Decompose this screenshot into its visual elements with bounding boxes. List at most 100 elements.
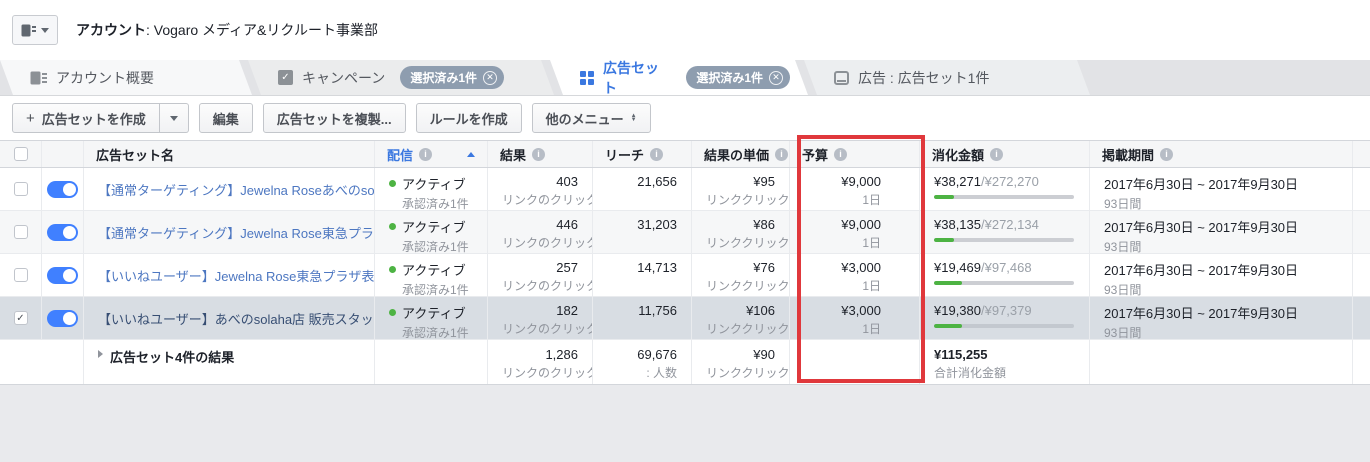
- info-icon[interactable]: i: [419, 147, 433, 161]
- more-menu-button[interactable]: 他のメニュー ▲ ▼: [531, 103, 651, 133]
- header-results[interactable]: 結果 i: [488, 141, 593, 167]
- status-text: アクティブ: [402, 177, 466, 192]
- badge-close-icon[interactable]: ✕: [483, 71, 497, 85]
- row-checkbox[interactable]: [13, 225, 28, 239]
- info-icon[interactable]: i: [834, 147, 848, 161]
- header-schedule[interactable]: 掲載期間 i: [1090, 141, 1353, 167]
- budget-sub: 1日: [862, 193, 881, 207]
- results-sub: リンクのクリック: [502, 236, 593, 250]
- create-adset-button[interactable]: + 広告セットを作成: [12, 103, 160, 133]
- reach-value: 14,713: [637, 260, 677, 275]
- adset-name-link[interactable]: 【通常ターゲティング】Jewelna Roseあべのsol...: [98, 182, 375, 198]
- sort-ascending-icon[interactable]: [467, 151, 475, 157]
- cost-sub: リンククリック...: [706, 236, 790, 250]
- header-spacer: [1353, 141, 1370, 167]
- header-spent[interactable]: 消化金額 i: [920, 141, 1090, 167]
- row-checkbox[interactable]: [13, 311, 28, 325]
- spent-total: /¥97,468: [981, 260, 1032, 275]
- caret-down-icon: [41, 27, 49, 33]
- status-toggle[interactable]: [47, 266, 78, 284]
- info-icon[interactable]: i: [650, 147, 664, 161]
- results-value: 182: [556, 303, 578, 318]
- account-selector-button[interactable]: [12, 15, 58, 45]
- toggle-cell: [42, 168, 84, 210]
- row-checkbox[interactable]: [13, 182, 28, 196]
- table-row: 【いいねユーザー】Jewelna Rose東急プラザ表... アクティブ 承認済…: [0, 254, 1370, 297]
- header-delivery[interactable]: 配信 i: [375, 141, 488, 167]
- summary-spent-sub: 合計消化金額: [934, 366, 1007, 380]
- duplicate-adset-button[interactable]: 広告セットを複製...: [262, 103, 406, 133]
- tab-ads[interactable]: 広告 : 広告セット1件: [804, 60, 1090, 95]
- budget-value: ¥3,000: [841, 260, 881, 275]
- adset-name-link[interactable]: 【いいねユーザー】あべのsolaha店 販売スタッフ: [98, 311, 375, 327]
- spend-progress-bar: [934, 238, 1074, 242]
- create-rule-button[interactable]: ルールを作成: [415, 103, 522, 133]
- results-sub: リンクのクリック: [502, 279, 593, 293]
- header-cost-per-result[interactable]: 結果の単価 i: [692, 141, 790, 167]
- header-label: 掲載期間: [1102, 147, 1155, 163]
- adsets-table: 広告セット名 配信 i 結果 i リーチ i 結果の単価 i 予算 i 消化金額 i 掲載期…: [0, 140, 1370, 385]
- caret-down-icon: [169, 115, 178, 121]
- spacer-cell: [1353, 168, 1370, 210]
- header-label: 消化金額: [932, 147, 985, 163]
- row-checkbox[interactable]: [13, 268, 28, 282]
- cost-cell: ¥76 リンククリック...: [692, 254, 790, 296]
- adset-name-cell: 【通常ターゲティング】Jewelna Roseあべのsol...: [84, 168, 375, 210]
- budget-sub: 1日: [862, 279, 881, 293]
- info-icon[interactable]: i: [990, 147, 1004, 161]
- tab-account-overview[interactable]: アカウント概要: [0, 60, 252, 95]
- select-all-checkbox[interactable]: [13, 147, 28, 161]
- header-adset-name[interactable]: 広告セット名: [84, 141, 375, 167]
- cost-value: ¥106: [746, 303, 775, 318]
- edit-button[interactable]: 編集: [198, 103, 253, 133]
- results-sub: リンクのクリック: [502, 322, 593, 336]
- tab-ad-sets[interactable]: 広告セット 選択済み1件 ✕: [550, 60, 808, 95]
- checkbox-cell: [0, 254, 42, 296]
- reach-value: 21,656: [637, 174, 677, 189]
- edit-label: 編集: [212, 111, 239, 127]
- info-icon[interactable]: i: [532, 147, 546, 161]
- tab-label: 広告セット: [603, 59, 659, 96]
- status-toggle[interactable]: [47, 223, 78, 241]
- summary-cost-cell: ¥90 リンククリック...: [692, 340, 790, 384]
- tab-campaigns[interactable]: ✓ キャンペーン 選択済み1件 ✕: [248, 60, 554, 95]
- badge-close-icon[interactable]: ✕: [769, 71, 783, 85]
- summary-cost-sub: リンククリック...: [706, 366, 790, 380]
- reach-cell: 31,203: [593, 211, 692, 253]
- results-cell: 182 リンクのクリック: [488, 297, 593, 339]
- delivery-cell: アクティブ 承認済み1件: [375, 168, 488, 210]
- spent-value: ¥19,469: [934, 260, 981, 275]
- spent-total: /¥272,134: [981, 217, 1039, 232]
- spend-progress-bar: [934, 195, 1074, 199]
- header-budget[interactable]: 予算 i: [790, 141, 920, 167]
- selected-count-badge: 選択済み1件 ✕: [686, 66, 790, 89]
- expand-caret-icon[interactable]: [98, 350, 103, 358]
- create-adset-dropdown-button[interactable]: [159, 103, 189, 133]
- status-toggle[interactable]: [47, 180, 78, 198]
- info-icon[interactable]: i: [775, 147, 789, 161]
- summary-delivery-cell: [375, 340, 488, 384]
- schedule-days: 93日間: [1104, 283, 1142, 296]
- budget-cell: ¥3,000 1日: [790, 297, 920, 339]
- table-row-selected: 【いいねユーザー】あべのsolaha店 販売スタッフ アクティブ 承認済み1件 …: [0, 297, 1370, 340]
- summary-cost: ¥90: [753, 347, 775, 362]
- summary-empty-cell: [0, 340, 84, 384]
- results-cell: 403 リンクのクリック: [488, 168, 593, 210]
- schedule-dates: 2017年6月30日 ~ 2017年9月30日: [1104, 306, 1299, 321]
- schedule-dates: 2017年6月30日 ~ 2017年9月30日: [1104, 177, 1299, 192]
- summary-results-sub: リンクのクリック: [502, 366, 593, 380]
- account-overview-icon: [30, 71, 47, 85]
- info-icon[interactable]: i: [1160, 147, 1174, 161]
- adset-name-link[interactable]: 【通常ターゲティング】Jewelna Rose東急プラ...: [98, 225, 375, 241]
- header-reach[interactable]: リーチ i: [593, 141, 692, 167]
- summary-budget-cell: [790, 340, 920, 384]
- status-toggle[interactable]: [47, 309, 78, 327]
- toggle-knob: [63, 311, 76, 325]
- budget-cell: ¥9,000 1日: [790, 211, 920, 253]
- toggle-knob: [63, 225, 76, 239]
- adset-name-link[interactable]: 【いいねユーザー】Jewelna Rose東急プラザ表...: [98, 268, 375, 284]
- spacer-cell: [1353, 211, 1370, 253]
- budget-sub: 1日: [862, 236, 881, 250]
- header-label: 広告セット名: [96, 147, 175, 163]
